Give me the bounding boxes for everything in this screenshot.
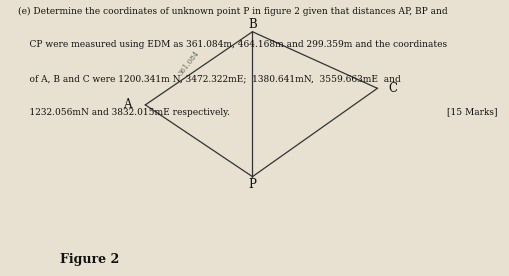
Text: C: C <box>387 82 397 95</box>
Text: of A, B and C were 1200.341m N, 3472.322mE;  1380.641mN,  3559.663mE  and: of A, B and C were 1200.341m N, 3472.322… <box>18 75 400 84</box>
Text: CP were measured using EDM as 361.084m, 464.168m and 299.359m and the coordinate: CP were measured using EDM as 361.084m, … <box>18 40 446 49</box>
Text: (e) Determine the coordinates of unknown point P in figure 2 given that distance: (e) Determine the coordinates of unknown… <box>18 7 446 16</box>
Text: P: P <box>248 178 256 192</box>
Text: 361.084: 361.084 <box>176 49 201 78</box>
Text: [15 Marks]: [15 Marks] <box>446 108 496 117</box>
Text: B: B <box>247 18 257 31</box>
Text: Figure 2: Figure 2 <box>60 253 119 266</box>
Text: 1232.056mN and 3832.015mE respectively.: 1232.056mN and 3832.015mE respectively. <box>18 108 229 117</box>
Text: A: A <box>123 98 131 112</box>
